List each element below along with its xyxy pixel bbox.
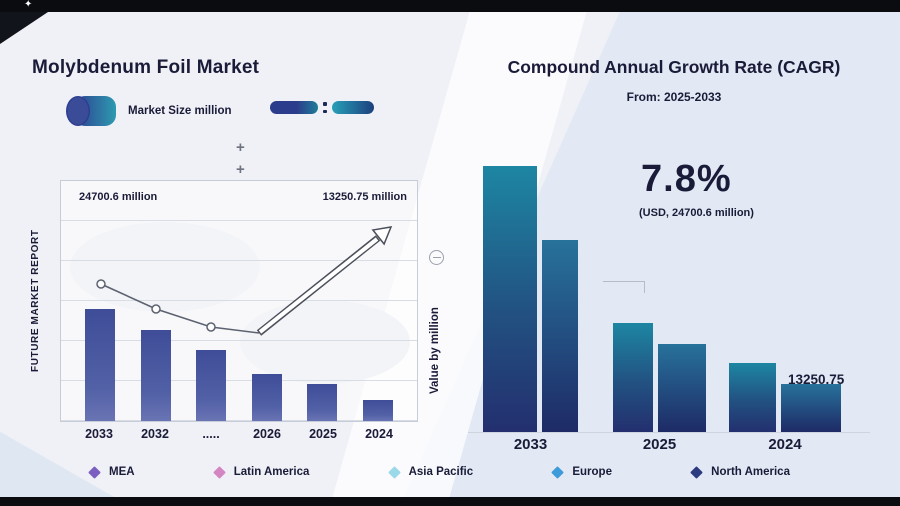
plus-decoration: + xyxy=(236,139,245,156)
page-title: Molybdenum Foil Market xyxy=(32,57,260,78)
plus-decoration: + xyxy=(236,161,245,178)
region-legend: MEA Latin America Asia Pacific Europe North … xyxy=(88,465,790,479)
cagr-value-callout: 13250.75 xyxy=(788,372,845,387)
market-size-chart: 24700.6 million 13250.75 million xyxy=(60,180,418,422)
cagr-x-label: 2025 xyxy=(642,436,677,453)
decorative-pills xyxy=(270,101,374,114)
bottom-border-bar xyxy=(0,497,900,506)
legend-diamond-icon xyxy=(551,465,565,479)
market-bar-2032 xyxy=(140,330,171,421)
legend-diamond-icon xyxy=(88,465,101,479)
value-axis-label: Value by million xyxy=(429,307,441,395)
cagr-bar-2025-series-2 xyxy=(658,344,706,432)
cagr-bar-2025-series-1 xyxy=(613,323,653,432)
legend-item-latin-america: Latin America xyxy=(212,465,310,479)
market-bar-2026 xyxy=(251,374,282,421)
pill-teal-icon xyxy=(332,101,374,114)
cagr-bar-2024-series-2 xyxy=(781,384,841,432)
cagr-bar-2033-series-2 xyxy=(542,240,578,432)
side-watermark-label: FUTURE MARKET REPORT xyxy=(30,229,41,373)
cagr-subtitle: From: 2025-2033 xyxy=(626,90,722,104)
top-border-bar: ✦ xyxy=(0,0,900,12)
background-top-wedge xyxy=(0,12,48,44)
market-x-label: 2033 xyxy=(85,427,113,441)
market-x-label: 2032 xyxy=(141,427,169,441)
market-x-label: ..... xyxy=(202,427,220,441)
market-bar-..... xyxy=(196,350,227,421)
cagr-bar-2033-series-1 xyxy=(483,166,537,432)
cagr-group-2033: 2033 xyxy=(483,164,578,453)
minus-circle-icon xyxy=(429,250,444,265)
market-bar-2033 xyxy=(85,309,115,421)
legend-label: North America xyxy=(711,466,790,478)
cagr-group-2024: 2024 xyxy=(729,164,841,453)
cagr-x-label: 2024 xyxy=(768,436,802,453)
market-size-x-axis: 2033 2032..... 2026 2025 2024 xyxy=(60,427,418,441)
cagr-title: Compound Annual Growth Rate (CAGR) xyxy=(507,57,841,77)
legend-label: MEA xyxy=(109,466,135,478)
pill-colon-icon xyxy=(323,101,327,114)
market-size-bars xyxy=(61,309,417,421)
annotation-2024-value: 13250.75 million xyxy=(322,191,407,203)
cagr-percentage: 7.8% xyxy=(641,158,732,200)
legend-label: Asia Pacific xyxy=(408,466,474,478)
cagr-group-2025: 2025 xyxy=(613,164,706,453)
cagr-x-label: 2033 xyxy=(513,436,548,453)
sparkle-icon: ✦ xyxy=(24,0,33,10)
legend-diamond-icon xyxy=(387,465,401,479)
trend-arrow-icon xyxy=(96,226,393,336)
legend-item-north-america: North America xyxy=(690,465,790,479)
cagr-note: (USD, 24700.6 million) xyxy=(639,207,754,219)
legend-label: Europe xyxy=(572,466,612,478)
market-size-cylinder-icon xyxy=(64,93,118,134)
legend-diamond-icon xyxy=(690,465,704,479)
legend-label: Latin America xyxy=(233,466,310,478)
annotation-2033-value: 24700.6 million xyxy=(79,191,158,203)
legend-diamond-icon xyxy=(212,465,226,479)
pill-navy-icon xyxy=(270,101,318,114)
market-x-label: 2024 xyxy=(365,427,393,441)
legend-item-mea: MEA xyxy=(88,465,135,479)
market-x-label: 2026 xyxy=(253,427,281,441)
legend-item-europe: Europe xyxy=(551,465,612,479)
legend-item-asia-pacific: Asia Pacific xyxy=(387,465,474,479)
market-size-legend-label: Market Size million xyxy=(128,105,232,117)
cagr-bar-2024-series-1 xyxy=(729,363,776,432)
market-x-label: 2025 xyxy=(309,427,337,441)
